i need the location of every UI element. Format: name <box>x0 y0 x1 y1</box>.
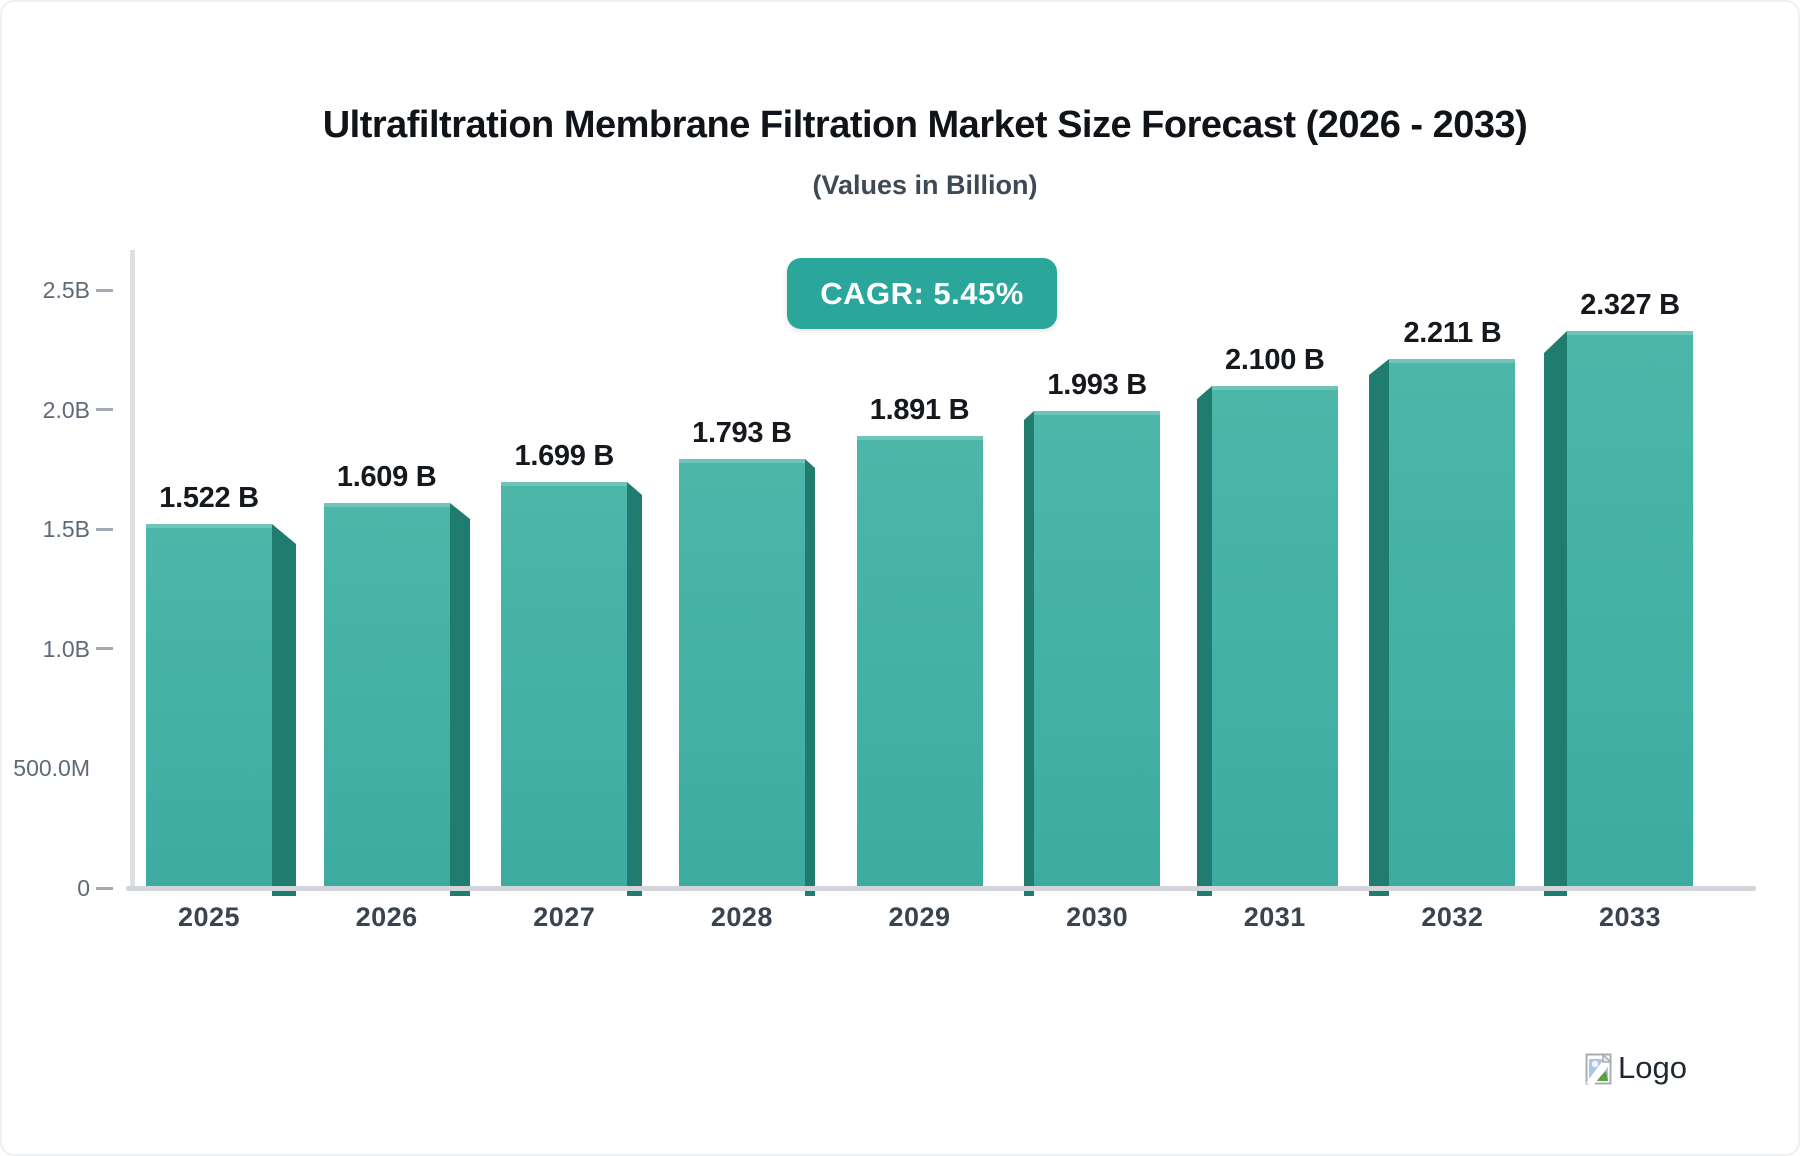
x-axis-label-2029: 2029 <box>888 902 951 932</box>
bar-3d-side-2028 <box>805 459 815 896</box>
x-axis-label-2025: 2025 <box>177 902 241 932</box>
y-axis-line <box>130 250 135 891</box>
y-tick-mark <box>96 288 113 292</box>
x-axis-label-2030: 2030 <box>1066 902 1129 932</box>
chart-title: Ultrafiltration Membrane Filtration Mark… <box>322 104 1528 146</box>
bar-value-label: 1.522 B <box>159 482 259 514</box>
broken-image-icon <box>1585 1052 1613 1086</box>
y-tick-label: 1.5B <box>42 516 90 543</box>
y-tick-label: 1.0B <box>42 635 90 662</box>
bar-2028[interactable] <box>679 459 805 888</box>
logo: Logo <box>1583 1050 1687 1086</box>
x-axis-line <box>126 886 1756 891</box>
y-tick-mark <box>96 647 113 651</box>
bar-value-label: 1.993 B <box>1047 369 1147 401</box>
bar-2031[interactable] <box>1212 386 1338 888</box>
cagr-badge-label: CAGR: 5.45% <box>820 275 1024 311</box>
y-tick-label: 2.0B <box>42 396 90 423</box>
y-tick-mark <box>96 886 113 890</box>
bar-value-label: 1.699 B <box>514 440 615 472</box>
bar-value-label: 2.211 B <box>1403 317 1502 349</box>
x-axis-label-2028: 2028 <box>710 902 773 932</box>
bar-2029[interactable] <box>857 436 983 888</box>
bar-3d-side-2033 <box>1544 331 1567 896</box>
y-tick-mark <box>96 527 113 531</box>
x-axis-label-2032: 2032 <box>1421 902 1484 932</box>
bar-3d-side-2030 <box>1024 411 1034 896</box>
bar-2030[interactable] <box>1034 411 1160 888</box>
bar-3d-side-2027 <box>627 482 642 896</box>
bar-value-label: 2.100 B <box>1225 344 1325 376</box>
y-tick-label: 500.0M <box>13 755 90 782</box>
bar-3d-side-2025 <box>272 524 296 896</box>
y-tick-label: 2.5B <box>42 277 90 303</box>
y-tick-mark <box>96 408 113 412</box>
chart-subtitle: (Values in Billion) <box>812 170 1038 200</box>
x-axis-label-2027: 2027 <box>533 902 596 932</box>
cagr-badge: CAGR: 5.45% <box>787 258 1057 329</box>
bar-value-label: 1.793 B <box>692 417 792 449</box>
bar-2027[interactable] <box>501 482 627 888</box>
bar-2025[interactable] <box>146 524 272 888</box>
bar-2026[interactable] <box>324 503 450 888</box>
bar-2032[interactable] <box>1389 359 1515 888</box>
bar-3d-side-2031 <box>1197 386 1212 896</box>
bar-3d-side-2032 <box>1369 359 1389 896</box>
bar-2033[interactable] <box>1567 331 1693 888</box>
logo-text: Logo <box>1618 1050 1687 1085</box>
bar-3d-side-2026 <box>450 503 470 896</box>
x-axis-label-2031: 2031 <box>1243 902 1306 932</box>
bar-value-label: 2.327 B <box>1580 289 1680 321</box>
x-axis-label-2033: 2033 <box>1598 902 1662 932</box>
bar-value-label: 1.609 B <box>336 461 437 493</box>
y-tick-label: 0 <box>77 875 90 901</box>
x-axis-label-2026: 2026 <box>355 902 418 932</box>
bar-value-label: 1.891 B <box>869 394 970 426</box>
